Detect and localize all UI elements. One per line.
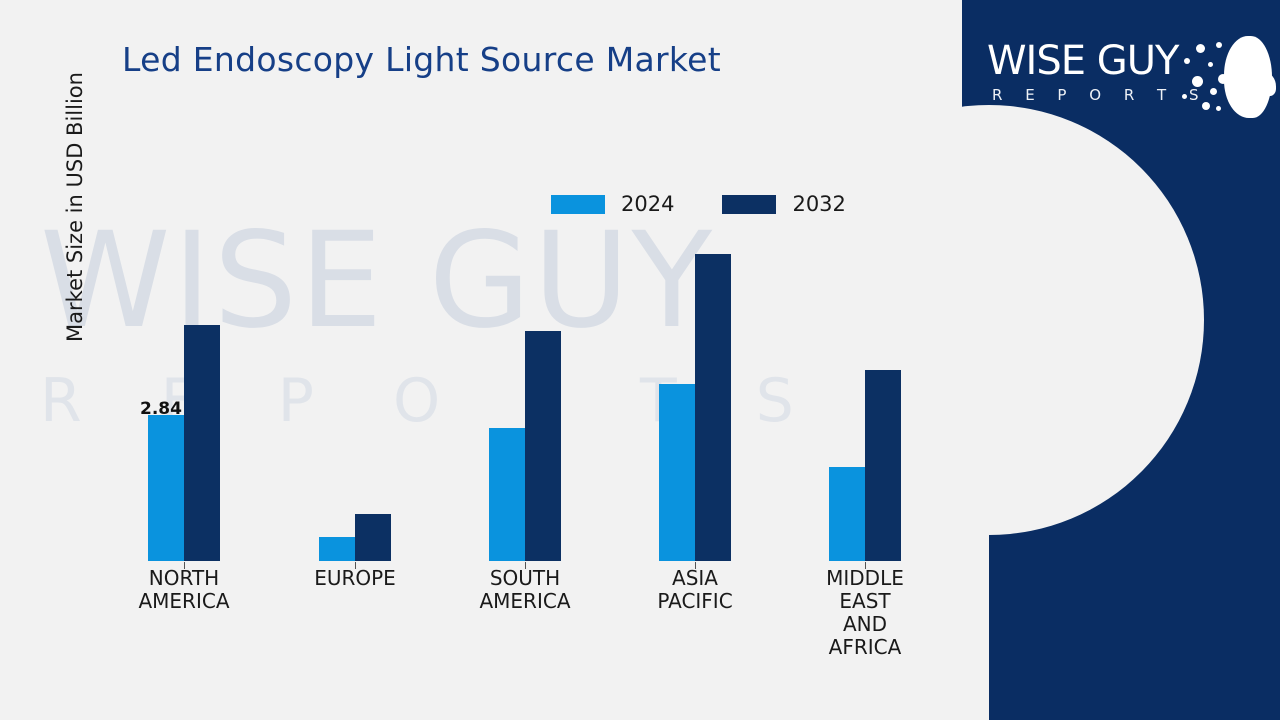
legend-swatch-2024-icon [551, 194, 605, 214]
x-axis-label-line: NORTH [148, 566, 220, 590]
bar-2032-south-america[interactable] [525, 331, 561, 562]
x-axis-label-south-america: SOUTH AMERICA [445, 567, 605, 613]
logo-subtext: R E P O R T S [992, 86, 1208, 104]
x-axis-line [110, 561, 930, 562]
brand-logo[interactable]: WISE GUY R E P O R T S [982, 32, 1276, 122]
bar-2024-asia-pacific[interactable] [659, 384, 695, 562]
logo-head-icon [1182, 32, 1276, 122]
chart-legend: 2024 2032 [551, 192, 846, 216]
y-axis-label: Market Size in USD Billion [63, 72, 87, 342]
x-axis-label-line: SOUTH [489, 566, 561, 590]
x-axis-tick-asia-pacific [695, 562, 696, 569]
bar-2032-asia-pacific[interactable] [695, 254, 731, 562]
x-axis-label-europe: EUROPE [275, 567, 435, 590]
bar-2024-north-america[interactable] [148, 415, 184, 562]
legend-label-2024: 2024 [621, 192, 675, 216]
x-axis-label-line: PACIFIC [657, 589, 733, 613]
page-title: Led Endoscopy Light Source Market [122, 40, 721, 79]
x-axis-label-line: MIDDLE [826, 566, 904, 590]
bar-group-asia-pacific [659, 200, 731, 562]
x-axis-label-line: AMERICA [479, 589, 571, 613]
logo-wordmark: WISE GUY [987, 38, 1179, 84]
x-axis-tick-north-america [184, 562, 185, 569]
chart-panel: WISE GUY R E P O R T S Led Endoscopy Lig… [40, 40, 945, 659]
bar-2024-europe[interactable] [319, 537, 355, 562]
x-axis-tick-south-america [525, 562, 526, 569]
x-axis-label-line: AMERICA [138, 589, 230, 613]
bar-value-label-north-america-2024: 2.84 [140, 399, 182, 419]
brand-panel [962, 0, 1280, 720]
x-axis-label-asia-pacific: ASIA PACIFIC [615, 567, 775, 613]
bar-group-north-america [148, 200, 220, 562]
x-axis-label-line: AND [842, 612, 888, 636]
legend-label-2032: 2032 [792, 192, 846, 216]
x-axis-label-middle-east-and-africa: MIDDLE EAST AND AFRICA [785, 567, 945, 659]
x-axis-tick-europe [355, 562, 356, 569]
bar-2024-middle-east-and-africa[interactable] [829, 467, 865, 562]
legend-item-2032[interactable]: 2032 [722, 192, 846, 216]
x-axis-label-line: AFRICA [828, 635, 902, 659]
legend-swatch-2032-icon [722, 194, 777, 214]
dot-cloud-icon [962, 105, 1204, 535]
x-axis-label-line: EAST [839, 589, 891, 613]
plot-area: 2.84 [110, 200, 930, 562]
x-axis-label-north-america: NORTH AMERICA [104, 567, 264, 613]
bar-group-middle-east-and-africa [829, 200, 901, 562]
x-axis-label-line: EUROPE [314, 566, 396, 590]
bar-2032-north-america[interactable] [184, 325, 220, 562]
legend-item-2024[interactable]: 2024 [551, 192, 674, 216]
x-axis-label-line: ASIA [672, 566, 718, 590]
bar-2024-south-america[interactable] [489, 428, 525, 562]
brand-panel-art [962, 0, 1280, 720]
x-axis-tick-middle-east-and-africa [865, 562, 866, 569]
bar-2032-middle-east-and-africa[interactable] [865, 370, 901, 562]
hero-circle-stub-shape [962, 320, 989, 720]
bar-group-south-america [489, 200, 561, 562]
bar-2032-europe[interactable] [355, 514, 391, 562]
bar-group-europe [319, 200, 391, 562]
